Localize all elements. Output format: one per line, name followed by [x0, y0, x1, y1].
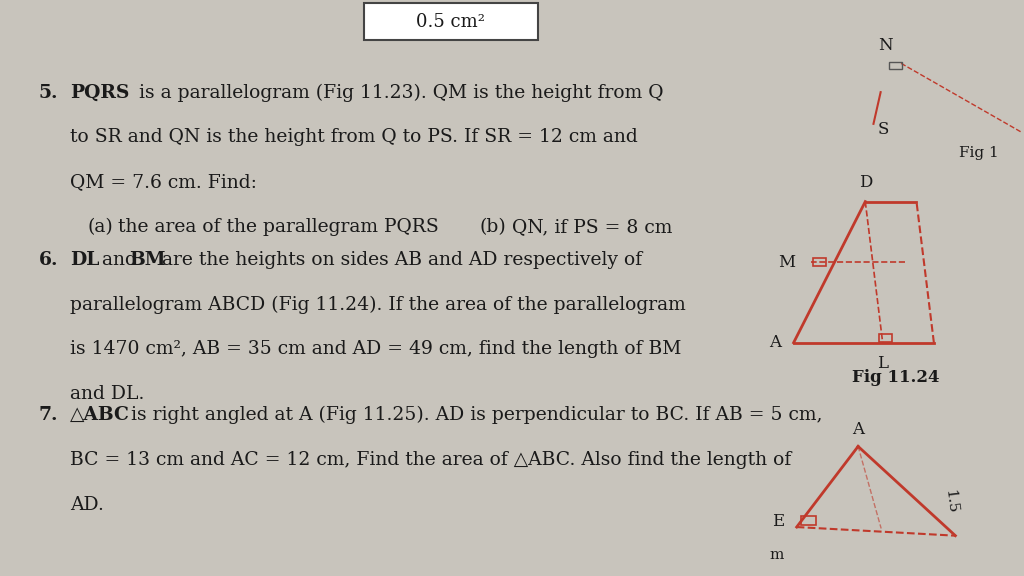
Text: DL: DL	[70, 251, 99, 268]
Text: QN, if PS = 8 cm: QN, if PS = 8 cm	[512, 218, 673, 236]
Text: 0.5 cm²: 0.5 cm²	[416, 13, 485, 31]
Text: and: and	[96, 251, 143, 268]
Text: (b): (b)	[479, 218, 506, 236]
Bar	[889, 62, 902, 69]
Text: parallelogram ABCD (Fig 11.24). If the area of the parallelogram: parallelogram ABCD (Fig 11.24). If the a…	[70, 295, 685, 314]
Bar	[813, 258, 826, 266]
Text: 5.: 5.	[39, 84, 58, 101]
Text: m: m	[769, 548, 783, 562]
Text: A: A	[852, 420, 864, 438]
Bar	[879, 334, 892, 342]
Text: 6.: 6.	[39, 251, 58, 268]
Text: 7.: 7.	[39, 406, 58, 424]
Text: L: L	[878, 355, 888, 373]
FancyBboxPatch shape	[364, 3, 538, 40]
Text: QM = 7.6 cm. Find:: QM = 7.6 cm. Find:	[70, 173, 256, 191]
Text: PQRS: PQRS	[70, 84, 129, 101]
Text: BM: BM	[129, 251, 166, 268]
Text: (a): (a)	[87, 218, 113, 236]
Text: is 1470 cm², AB = 35 cm and AD = 49 cm, find the length of BM: is 1470 cm², AB = 35 cm and AD = 49 cm, …	[70, 340, 681, 358]
Bar	[801, 516, 816, 525]
Text: N: N	[879, 36, 893, 54]
Text: is right angled at A (Fig 11.25). AD is perpendicular to BC. If AB = 5 cm,: is right angled at A (Fig 11.25). AD is …	[125, 406, 822, 425]
Text: A: A	[769, 334, 781, 351]
Text: M: M	[778, 253, 796, 271]
Text: Fig 11.24: Fig 11.24	[852, 369, 940, 386]
Text: and DL.: and DL.	[70, 385, 144, 403]
Text: BC = 13 cm and AC = 12 cm, Find the area of △ABC. Also find the length of: BC = 13 cm and AC = 12 cm, Find the area…	[70, 451, 791, 469]
Text: AD.: AD.	[70, 496, 103, 514]
Text: S: S	[878, 121, 889, 138]
Text: E: E	[772, 513, 784, 530]
Text: 1.5: 1.5	[942, 488, 958, 514]
Text: Fig 1: Fig 1	[958, 146, 998, 160]
Text: are the heights on sides AB and AD respectively of: are the heights on sides AB and AD respe…	[156, 251, 642, 268]
Text: the area of the parallegram PQRS: the area of the parallegram PQRS	[118, 218, 438, 236]
Text: D: D	[858, 174, 872, 191]
Text: is a parallelogram (Fig 11.23). QM is the height from Q: is a parallelogram (Fig 11.23). QM is th…	[133, 84, 664, 102]
Text: to SR and QN is the height from Q to PS. If SR = 12 cm and: to SR and QN is the height from Q to PS.…	[70, 128, 637, 146]
Text: △ABC: △ABC	[70, 406, 129, 424]
